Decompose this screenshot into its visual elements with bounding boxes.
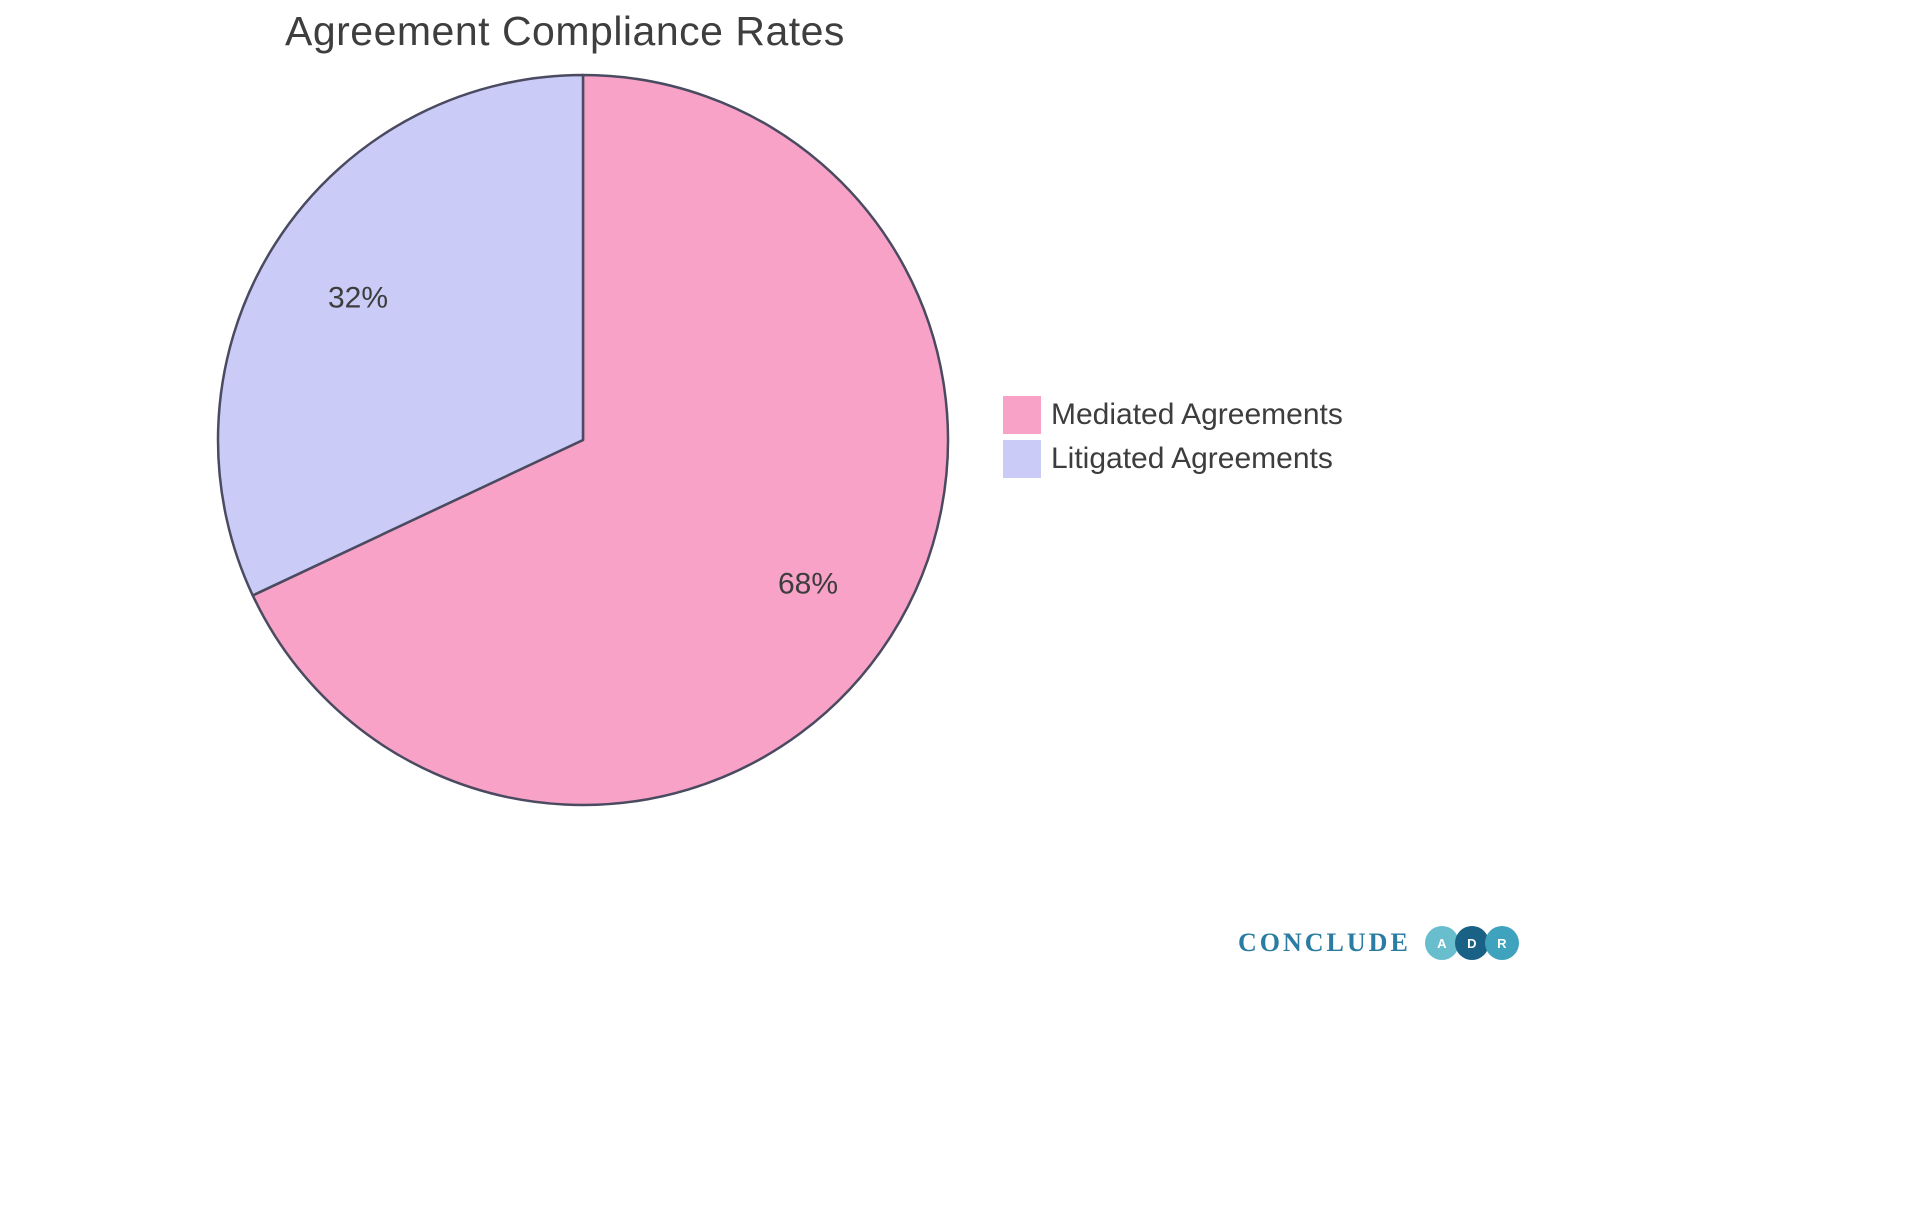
brand-badge-d: D [1454, 926, 1489, 960]
brand-badge-r: R [1484, 926, 1519, 960]
slice-percentage-label: 68% [778, 567, 838, 600]
legend: Mediated Agreements Litigated Agreements [1003, 396, 1343, 478]
brand-badge-a: A [1424, 926, 1459, 960]
legend-label: Mediated Agreements [1051, 398, 1343, 431]
chart-title: Agreement Compliance Rates [285, 8, 845, 54]
pie-slice-litigated-agreements[interactable] [216, 73, 585, 597]
legend-label: Litigated Agreements [1051, 442, 1333, 475]
legend-item-mediated-agreements[interactable]: Mediated Agreements [1003, 396, 1343, 434]
slice-percentage-label: 32% [328, 282, 388, 315]
legend-swatch [1003, 396, 1041, 434]
brand-wordmark: CONCLUDE [1238, 928, 1411, 957]
legend-swatch [1003, 440, 1041, 478]
pie-slice-mediated-agreements[interactable] [251, 73, 950, 807]
legend-item-litigated-agreements[interactable]: Litigated Agreements [1003, 440, 1343, 478]
